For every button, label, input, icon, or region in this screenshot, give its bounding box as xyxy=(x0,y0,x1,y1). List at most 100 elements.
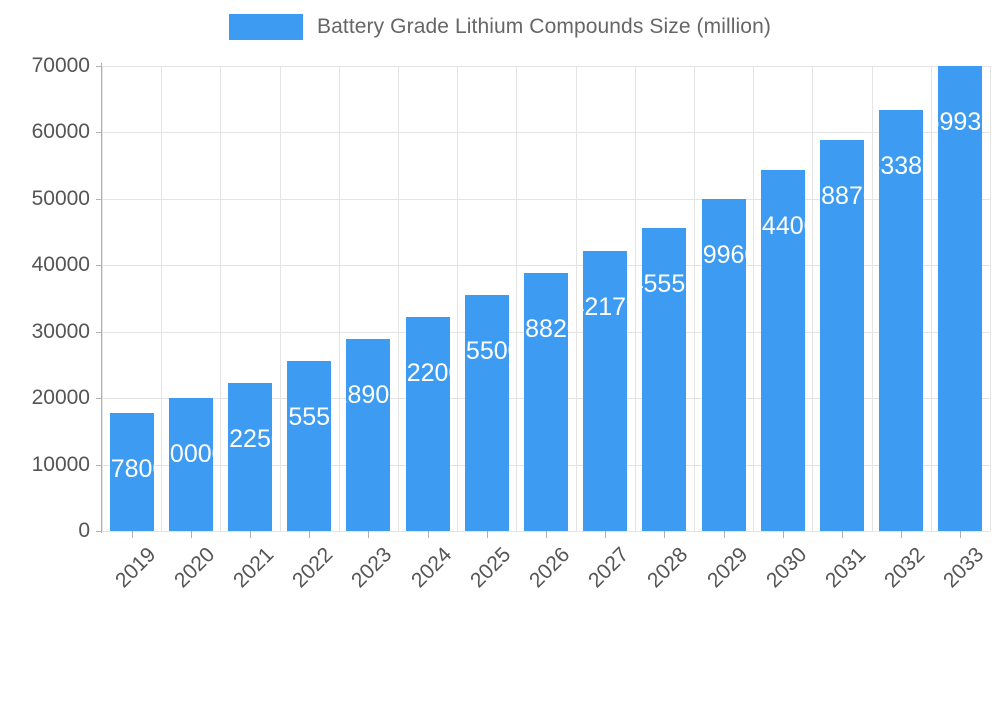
bar-slot: 49960 xyxy=(701,66,746,531)
bar[interactable]: 69930 xyxy=(938,66,983,531)
gridline-vertical xyxy=(694,66,695,531)
bar-slot: 17800 xyxy=(109,66,154,531)
bar[interactable]: 58870 xyxy=(820,139,864,531)
y-tick-mark xyxy=(96,66,102,67)
bar-series-battery-grade-lithium: 17800 20000 22250 25550 28900 32200 35500 38820… xyxy=(102,66,990,531)
gridline xyxy=(102,198,990,200)
bar-value-label: 25550 xyxy=(287,403,331,432)
bar[interactable]: 49960 xyxy=(701,199,746,531)
gridline-vertical xyxy=(635,66,636,531)
x-tick-mark xyxy=(546,531,547,538)
gridline-vertical xyxy=(161,66,162,531)
bar-value-label: 58870 xyxy=(820,181,864,210)
legend-label-battery-grade-lithium[interactable]: Battery Grade Lithium Compounds Size (mi… xyxy=(317,15,771,38)
bar-value-label: 42170 xyxy=(583,292,627,321)
bar-value-label: 17800 xyxy=(110,454,154,483)
gridline-vertical xyxy=(990,66,991,531)
x-tick-mark xyxy=(132,531,133,538)
gridline-vertical xyxy=(753,66,754,531)
bar-slot: 32200 xyxy=(405,66,450,531)
bar-slot: 58870 xyxy=(820,66,864,531)
x-tick-mark xyxy=(605,531,606,538)
bar[interactable]: 22250 xyxy=(228,383,272,531)
y-axis-line xyxy=(101,63,102,533)
bar-value-label: 69930 xyxy=(938,108,982,137)
gridline-vertical xyxy=(576,66,577,531)
gridline-vertical xyxy=(457,66,458,531)
bar-value-label: 54400 xyxy=(761,211,805,240)
bar-slot: 38820 xyxy=(524,66,568,531)
bar[interactable]: 42170 xyxy=(583,250,628,531)
bar-slot: 45550 xyxy=(642,66,687,531)
bar-slot: 25550 xyxy=(287,66,332,531)
x-tick-mark xyxy=(250,531,251,538)
bar-slot: 22250 xyxy=(228,66,272,531)
chart-legend: Battery Grade Lithium Compounds Size (mi… xyxy=(0,14,1000,40)
bar-slot: 42170 xyxy=(583,66,628,531)
bar-value-label: 32200 xyxy=(406,359,450,388)
bar-slot: 20000 xyxy=(168,66,213,531)
y-tick-label: 20000 xyxy=(31,386,90,410)
x-tick-mark xyxy=(783,531,784,538)
bar-value-label: 20000 xyxy=(169,440,213,469)
bar-slot: 35500 xyxy=(464,66,509,531)
gridline xyxy=(102,265,990,267)
bar[interactable]: 25550 xyxy=(287,361,332,531)
y-tick-label: 30000 xyxy=(31,319,90,343)
x-tick-mark xyxy=(487,531,488,538)
y-tick-label: 0 xyxy=(78,519,90,542)
bar-value-label: 28900 xyxy=(346,381,390,410)
bar-slot: 54400 xyxy=(760,66,805,531)
gridline-vertical xyxy=(872,66,873,531)
y-tick-label: 10000 xyxy=(31,452,90,476)
bar-value-label: 63380 xyxy=(879,151,923,180)
bar-slot: 28900 xyxy=(346,66,391,531)
gridline xyxy=(102,66,990,67)
gridline-vertical xyxy=(931,66,932,531)
bar[interactable]: 63380 xyxy=(879,109,924,531)
bar[interactable]: 54400 xyxy=(760,169,805,531)
y-tick-mark xyxy=(96,132,102,134)
gridline-vertical xyxy=(280,66,281,531)
x-tick-mark xyxy=(724,531,725,538)
plot-area: 17800 20000 22250 25550 28900 32200 35500 38820… xyxy=(102,66,991,532)
x-tick-mark xyxy=(368,531,369,538)
y-tick-label: 60000 xyxy=(31,120,90,144)
y-tick-mark xyxy=(96,464,102,466)
bar[interactable]: 32200 xyxy=(405,317,450,531)
x-tick-mark xyxy=(428,531,429,538)
legend-swatch-battery-grade-lithium[interactable] xyxy=(229,14,304,40)
bar-slot: 69930 xyxy=(938,66,983,531)
bar[interactable]: 28900 xyxy=(346,339,391,531)
gridline-vertical xyxy=(812,66,813,531)
x-tick-mark xyxy=(309,531,310,538)
gridline xyxy=(102,132,990,134)
x-tick-mark xyxy=(664,531,665,538)
bar-value-label: 49960 xyxy=(702,241,746,270)
bar[interactable]: 45550 xyxy=(642,228,687,531)
gridline-vertical xyxy=(398,66,399,531)
y-tick-label: 50000 xyxy=(31,186,90,210)
y-tick-mark xyxy=(96,398,102,400)
bar[interactable]: 20000 xyxy=(168,398,213,531)
gridline-vertical xyxy=(516,66,517,531)
y-tick-label: 40000 xyxy=(31,253,90,277)
y-tick-mark xyxy=(96,331,102,333)
gridline-vertical xyxy=(339,66,340,531)
y-tick-mark xyxy=(96,531,102,532)
bar[interactable]: 35500 xyxy=(464,295,509,531)
bar[interactable]: 17800 xyxy=(109,412,154,531)
bar-value-label: 38820 xyxy=(524,315,568,344)
y-tick-label: 70000 xyxy=(31,54,90,77)
bar-chart: Battery Grade Lithium Compounds Size (mi… xyxy=(0,14,1000,592)
bar[interactable]: 38820 xyxy=(524,273,568,531)
bar-value-label: 35500 xyxy=(465,337,509,366)
gridline-vertical xyxy=(220,66,221,531)
x-tick-mark xyxy=(191,531,192,538)
gridline-vertical xyxy=(102,66,103,531)
x-tick-mark xyxy=(842,531,843,538)
x-tick-mark xyxy=(960,531,961,538)
x-tick-mark xyxy=(901,531,902,538)
y-tick-mark xyxy=(96,198,102,200)
y-tick-mark xyxy=(96,265,102,267)
